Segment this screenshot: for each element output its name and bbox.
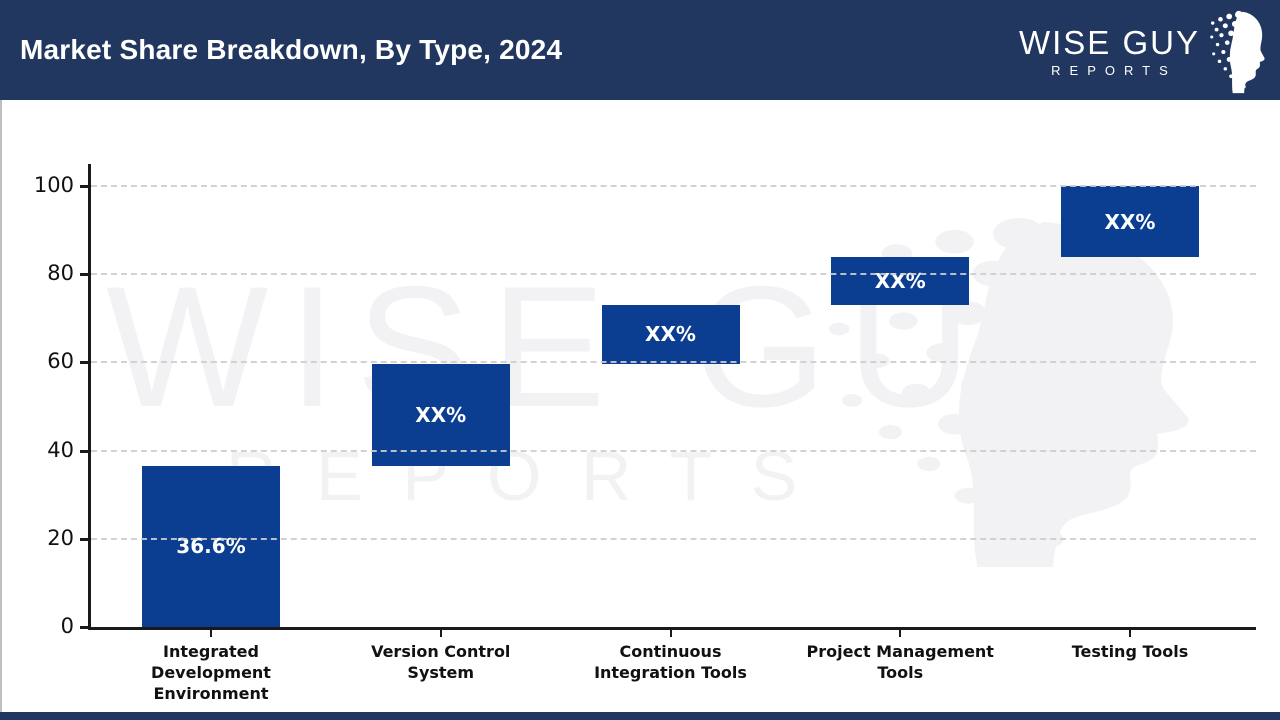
bar-segment: XX% (1061, 186, 1199, 258)
gridline (91, 185, 1256, 187)
y-tick-label: 60 (47, 349, 74, 374)
bar-segment: XX% (601, 304, 740, 365)
x-axis-category-label: Testing Tools (1071, 642, 1189, 661)
y-axis (88, 164, 91, 630)
bar-value-label: XX% (1104, 209, 1156, 234)
y-tick (80, 626, 88, 629)
gridline (91, 537, 1256, 540)
header: Market Share Breakdown, By Type, 2024 WI… (0, 0, 1280, 100)
x-tick (439, 630, 442, 637)
bar-segment: XX% (371, 364, 510, 466)
wise-guy-logo: WISE GUY REPORTS (1019, 9, 1266, 95)
y-tick-label: 0 (60, 614, 74, 638)
x-tick (210, 630, 212, 637)
y-tick (80, 185, 88, 188)
x-tick (1129, 630, 1131, 637)
y-tick (80, 361, 88, 365)
bar-value-label: XX% (415, 402, 467, 427)
bottom-bar (0, 712, 1280, 720)
bar-value-label: XX% (645, 322, 696, 347)
x-axis-category-label: Integrated Development Environment (151, 642, 271, 703)
x-axis (88, 627, 1256, 630)
gridline (91, 361, 1256, 364)
bar-segment: 36.6% (142, 465, 280, 627)
logo-wordmark: WISE GUY (1018, 24, 1200, 61)
y-tick (80, 273, 88, 277)
gridline (91, 449, 1256, 452)
x-axis-category-label: Version Control System (371, 642, 511, 682)
left-edge-divider (0, 100, 2, 712)
x-axis-category-label: Continuous Integration Tools (594, 642, 747, 682)
x-tick (669, 630, 672, 637)
y-tick-label: 100 (33, 173, 74, 197)
x-axis-category-label: Project Management Tools (806, 642, 994, 682)
bar-segment: XX% (831, 257, 970, 305)
gridline (91, 273, 1256, 276)
y-tick-label: 80 (47, 261, 74, 286)
chart-title: Market Share Breakdown, By Type, 2024 (20, 34, 563, 65)
y-tick (80, 537, 88, 541)
logo-subtitle: REPORTS (1051, 63, 1177, 78)
y-tick-label: 20 (47, 525, 74, 550)
y-tick-label: 40 (47, 437, 74, 462)
y-tick (80, 449, 88, 453)
logo-text: WISE GUY REPORTS (1018, 24, 1200, 79)
x-tick (899, 630, 902, 637)
